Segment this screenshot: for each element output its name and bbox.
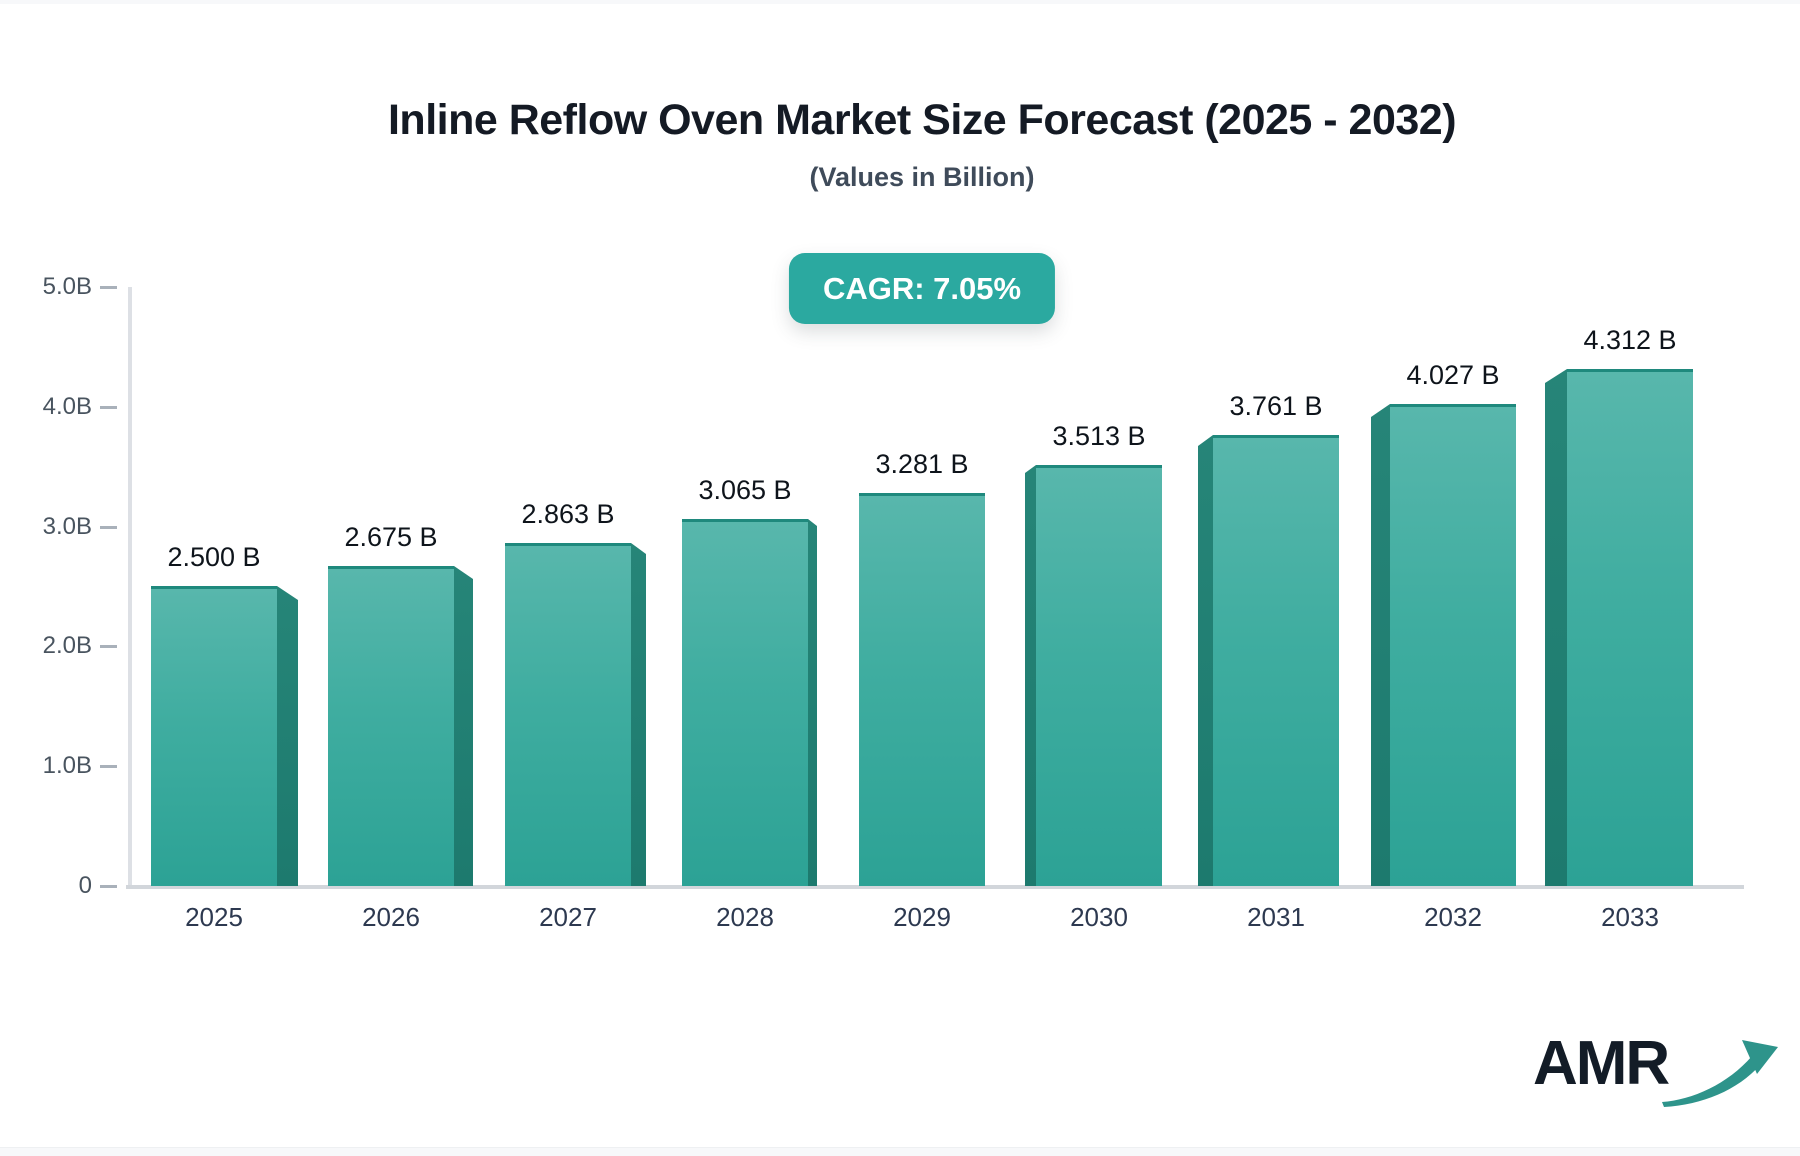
x-tick-label-2026: 2026 bbox=[362, 902, 420, 932]
y-tick-mark bbox=[100, 405, 117, 409]
bar-value-label-2029: 3.281 B bbox=[875, 449, 969, 479]
bar-value-label-2033: 4.312 B bbox=[1583, 325, 1677, 355]
bar-2030 bbox=[1036, 465, 1162, 886]
y-tick-mark bbox=[100, 286, 117, 289]
x-tick-label-2027: 2027 bbox=[539, 902, 597, 932]
bar-value-label-2028: 3.065 B bbox=[698, 475, 792, 505]
y-tick-mark bbox=[100, 885, 117, 888]
x-tick-label-2029: 2029 bbox=[893, 902, 951, 932]
y-tick-label: 2.0B bbox=[42, 632, 92, 660]
y-tick-label: 3.0B bbox=[42, 512, 92, 540]
bar-value-label-2032: 4.027 B bbox=[1406, 360, 1500, 390]
bar-2026 bbox=[328, 566, 454, 886]
y-axis-line bbox=[128, 287, 132, 886]
bar-2027 bbox=[505, 543, 631, 886]
y-tick-label: 4.0B bbox=[42, 392, 92, 420]
bar-value-label-2027: 2.863 B bbox=[521, 499, 615, 529]
bar-2031 bbox=[1213, 435, 1339, 886]
y-tick-mark bbox=[100, 525, 117, 529]
bar-value-label-2030: 3.513 B bbox=[1052, 421, 1146, 451]
x-tick-label-2028: 2028 bbox=[716, 902, 774, 932]
bar-side-2030 bbox=[1025, 465, 1036, 886]
bar-2025 bbox=[151, 586, 277, 886]
bar-2033 bbox=[1567, 369, 1693, 886]
chart-title: Inline Reflow Oven Market Size Forecast … bbox=[387, 96, 1457, 144]
growth-arrow-icon bbox=[1662, 1040, 1779, 1107]
bar-2028 bbox=[682, 519, 808, 886]
bar-side-2031 bbox=[1198, 435, 1213, 886]
y-tick-mark bbox=[100, 765, 117, 769]
bar-side-2025 bbox=[277, 586, 298, 886]
bar-side-2027 bbox=[631, 543, 646, 886]
bottom-edge-strip bbox=[0, 1147, 1800, 1156]
bar-2032 bbox=[1390, 404, 1516, 886]
amr-logo: AMR bbox=[1533, 1032, 1784, 1112]
x-tick-label-2033: 2033 bbox=[1601, 902, 1659, 932]
bar-side-2033 bbox=[1545, 369, 1567, 886]
y-tick-label: 5.0B bbox=[42, 273, 92, 300]
amr-logo-text: AMR bbox=[1533, 1029, 1670, 1098]
chart-subtitle: (Values in Billion) bbox=[809, 162, 1035, 192]
bar-2029 bbox=[859, 493, 985, 886]
top-edge-strip bbox=[0, 0, 1800, 4]
bar-side-2026 bbox=[454, 566, 473, 886]
cagr-badge: CAGR: 7.05% bbox=[788, 253, 1056, 324]
bar-value-label-2025: 2.500 B bbox=[167, 542, 261, 572]
x-tick-label-2032: 2032 bbox=[1424, 902, 1482, 932]
bar-side-2032 bbox=[1371, 404, 1390, 886]
bar-value-label-2031: 3.761 B bbox=[1229, 391, 1323, 421]
x-tick-label-2030: 2030 bbox=[1070, 902, 1128, 932]
y-tick-label: 0 bbox=[78, 872, 92, 899]
x-axis-baseline bbox=[126, 885, 1744, 889]
y-tick-label: 1.0B bbox=[42, 752, 92, 780]
x-tick-label-2031: 2031 bbox=[1247, 902, 1305, 932]
bar-side-2028 bbox=[808, 519, 817, 886]
bar-value-label-2026: 2.675 B bbox=[344, 522, 438, 552]
y-tick-mark bbox=[100, 645, 117, 649]
x-tick-label-2025: 2025 bbox=[185, 902, 243, 932]
